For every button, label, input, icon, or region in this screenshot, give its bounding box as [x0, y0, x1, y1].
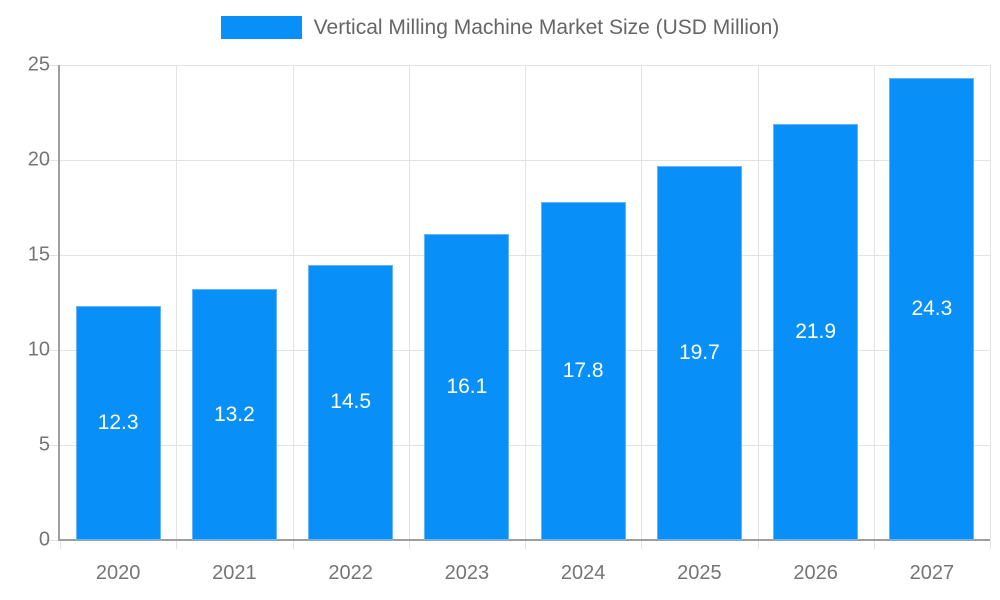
y-axis-line	[58, 65, 60, 540]
bar-2025[interactable]	[656, 165, 742, 540]
bar-2026[interactable]	[773, 123, 859, 540]
x-axis-tick-1	[176, 540, 178, 549]
gridline-x-boundary-6	[757, 65, 759, 540]
bar-2021[interactable]	[191, 289, 277, 540]
x-axis-tick-2	[292, 540, 294, 549]
y-tick-label: 15	[27, 243, 50, 266]
x-tick-label-2022: 2022	[328, 562, 373, 584]
bar-2024[interactable]	[540, 201, 626, 540]
gridline-y-25	[45, 65, 990, 66]
x-tick-label-2021: 2021	[212, 562, 257, 584]
bar-2022[interactable]	[308, 264, 394, 540]
x-tick-label-2027: 2027	[909, 562, 955, 584]
bar-value-label-2023: 16.1	[446, 375, 488, 399]
gridline-x-boundary-3	[408, 65, 410, 540]
x-tick-label-2025: 2025	[677, 562, 722, 584]
x-axis-tick-5	[641, 540, 643, 549]
bar-value-label-2027: 24.3	[911, 297, 953, 321]
bar-value-label-2025: 19.7	[678, 340, 720, 364]
y-tick-label: 20	[27, 148, 50, 171]
bar-value-label-2021: 13.2	[213, 402, 255, 426]
gridline-y-5	[45, 445, 990, 446]
gridline-x-boundary-2	[292, 65, 294, 540]
gridline-y-20	[45, 160, 990, 161]
y-tick-label: 0	[38, 528, 50, 551]
bar-value-label-2020: 12.3	[97, 411, 139, 435]
bar-2027[interactable]	[889, 78, 975, 540]
y-tick-label: 5	[38, 433, 50, 456]
gridline-x-boundary-4	[525, 65, 526, 540]
x-tick-label-2020: 2020	[95, 562, 141, 584]
x-axis-tick-0	[60, 540, 61, 549]
x-axis-tick-3	[408, 540, 410, 549]
gridline-x-boundary-5	[641, 65, 643, 540]
bar-value-label-2024: 17.8	[562, 358, 604, 382]
x-tick-label-2023: 2023	[444, 562, 490, 584]
gridline-x-boundary-1	[176, 65, 178, 540]
y-tick-label: 25	[27, 53, 50, 76]
x-axis-line	[58, 539, 990, 541]
legend-swatch	[220, 16, 302, 39]
bar-2020[interactable]	[75, 306, 161, 540]
x-axis-tick-6	[757, 540, 759, 549]
bar-2023[interactable]	[424, 234, 510, 540]
gridline-x-boundary-8	[990, 65, 991, 540]
x-axis-tick-4	[525, 540, 526, 549]
gridline-y-15	[45, 255, 990, 256]
x-tick-label-2024: 2024	[560, 562, 606, 584]
bar-value-label-2026: 21.9	[795, 319, 837, 343]
legend-label: Vertical Milling Machine Market Size (US…	[313, 16, 780, 39]
y-tick-label: 10	[27, 338, 50, 361]
gridline-y-10	[45, 350, 990, 351]
bar-value-label-2022: 14.5	[330, 390, 372, 414]
x-axis-tick-8	[990, 540, 991, 549]
x-tick-label-2026: 2026	[793, 562, 838, 584]
gridline-x-boundary-7	[873, 65, 875, 540]
chart-legend-item[interactable]: Vertical Milling Machine Market Size (US…	[0, 16, 1000, 39]
x-axis-tick-7	[873, 540, 875, 549]
